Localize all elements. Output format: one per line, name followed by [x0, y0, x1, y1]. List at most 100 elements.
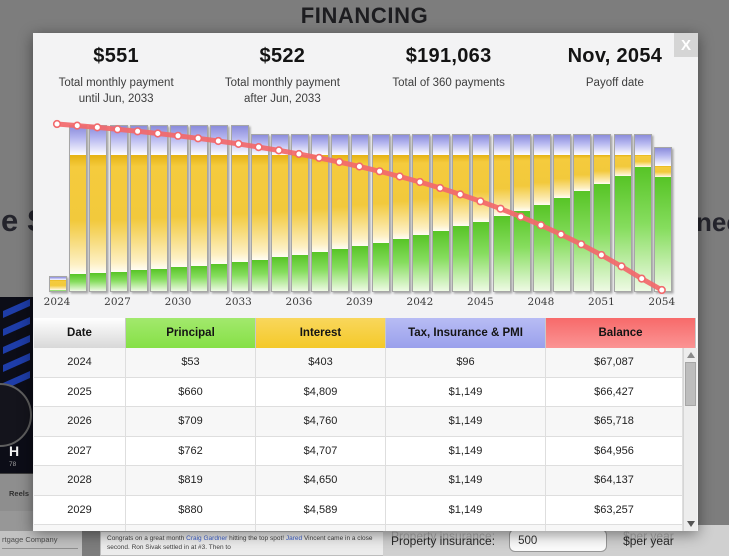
seg-tax	[110, 126, 127, 155]
seg-pri	[453, 226, 470, 291]
seg-int	[70, 154, 87, 275]
logo-stripe-icon	[3, 334, 30, 355]
seg-pri	[110, 271, 127, 291]
logo-stripe-icon	[3, 298, 30, 319]
chart-bar-2040	[371, 133, 390, 292]
seg-tax	[453, 134, 470, 155]
seg-int	[554, 154, 570, 199]
stat-caption: Total of 360 payments	[366, 75, 532, 91]
seg-pri	[90, 273, 107, 291]
seg-tax	[352, 134, 369, 155]
chart-bar-2054	[653, 146, 672, 292]
seg-int	[433, 154, 450, 231]
table-cell-interest: $403	[256, 348, 386, 378]
background-heading-fragment-left: e S	[1, 203, 33, 238]
table-cell-date: 2024	[34, 348, 126, 378]
seg-int	[513, 154, 530, 211]
page-title: FINANCING	[300, 3, 429, 28]
seg-tax	[594, 134, 611, 155]
table-cell-interest: $4,760	[256, 407, 386, 437]
table-body: 2024 $53 $403 $96 $67,087 2025 $660 $4,809 $1,14…	[34, 348, 697, 531]
stat-caption: Payoff date	[532, 75, 698, 91]
table-cell-tax-insurance-pmi: $1,149	[386, 495, 546, 525]
seg-int	[594, 154, 611, 184]
financing-chart-plot	[47, 112, 672, 294]
table-cell-balance: $65,718	[546, 407, 683, 437]
table-row: 2028 $819 $4,650 $1,149 $64,137	[34, 466, 697, 496]
seg-int	[614, 154, 631, 176]
seg-int	[453, 154, 470, 227]
stat-total-payments: $191,063 Total of 360 payments	[366, 45, 532, 107]
cover-photo	[0, 297, 33, 473]
seg-tax	[372, 134, 389, 155]
seg-int	[211, 154, 228, 264]
chart-bar-2053	[633, 133, 652, 292]
post-link-craig-gardner[interactable]: Craig Gardner	[186, 535, 228, 542]
seg-pri	[554, 198, 570, 291]
seg-tax	[231, 126, 248, 155]
seg-int	[130, 154, 147, 271]
stat-caption-line: after Jun, 2033	[244, 93, 321, 105]
post-link-jared[interactable]: Jared	[285, 535, 303, 542]
chart-bar-2026	[89, 125, 108, 292]
scroll-up-icon[interactable]	[687, 352, 695, 358]
post-text: Vincent came in a close second. Ron Siva…	[107, 535, 373, 551]
chart-bar-2039	[351, 133, 370, 292]
chart-bar-2038	[331, 133, 350, 292]
seg-pri	[251, 259, 268, 291]
seg-tax	[90, 126, 107, 155]
seg-tax	[191, 126, 208, 155]
seg-pri	[211, 263, 228, 291]
x-tick: 2033	[225, 296, 252, 308]
scroll-down-icon[interactable]	[687, 521, 695, 527]
table-cell-interest: $4,707	[256, 436, 386, 466]
table-cell-principal: $660	[126, 377, 256, 407]
chart-bar-2034	[250, 133, 269, 292]
seg-int	[251, 154, 268, 260]
seg-pri	[493, 216, 510, 291]
property-insurance-input[interactable]	[509, 529, 608, 552]
seg-tax	[150, 126, 167, 155]
table-header: Date Principal Interest Tax, Insurance & PM…	[34, 318, 697, 348]
seg-pri	[150, 268, 167, 291]
chart-bar-2031	[190, 125, 209, 292]
seg-pri	[291, 254, 308, 291]
chart-bar-2047	[512, 133, 531, 292]
table-cell-interest: $4,809	[256, 377, 386, 407]
seg-pri	[70, 274, 87, 291]
stat-caption-line: Total monthly payment	[224, 77, 340, 89]
seg-tax	[473, 134, 490, 155]
stat-monthly-payment-after: $522 Total monthly payment after Jun, 20…	[199, 45, 365, 107]
scrollbar-thumb[interactable]	[685, 362, 696, 406]
table-cell-principal: $945	[126, 525, 256, 531]
seg-int	[634, 154, 651, 168]
table-scrollbar[interactable]	[683, 348, 697, 531]
chart-bar-2033	[230, 125, 249, 292]
stat-caption: Total monthly payment until Jun, 2033	[33, 75, 199, 107]
table-cell-principal: $880	[126, 495, 256, 525]
table-cell-tax-insurance-pmi: $1,149	[386, 525, 546, 531]
seg-tax	[533, 134, 550, 155]
seg-int	[110, 154, 127, 272]
stat-caption-line: until Jun, 2033	[78, 93, 154, 105]
table-header-tax-insurance-pmi: Tax, Insurance & PMI	[386, 318, 546, 348]
seg-tax	[433, 134, 450, 155]
financing-modal: X $551 Total monthly payment until Jun, …	[33, 33, 698, 531]
page-category: rtgage Company	[0, 531, 82, 556]
chart-bar-2028	[129, 125, 148, 292]
seg-int	[654, 166, 671, 177]
logo-stripe-icon	[3, 352, 30, 373]
property-insurance-label: Property insurance:	[391, 533, 496, 548]
seg-int	[90, 154, 107, 274]
close-button[interactable]: X	[674, 33, 698, 57]
x-tick: 2054	[648, 296, 676, 308]
property-insurance-suffix: $per year	[623, 533, 674, 548]
table-header-date: Date	[34, 318, 126, 348]
post-text: hitting the top spot!	[227, 535, 286, 542]
seg-tax	[634, 134, 651, 155]
table-cell-interest: $4,589	[256, 495, 386, 525]
post-text: Congrats on a great month	[107, 535, 187, 542]
logo-stripe-icon	[3, 316, 30, 337]
summary-stats: $551 Total monthly payment until Jun, 20…	[33, 45, 698, 107]
seg-int	[392, 154, 409, 239]
